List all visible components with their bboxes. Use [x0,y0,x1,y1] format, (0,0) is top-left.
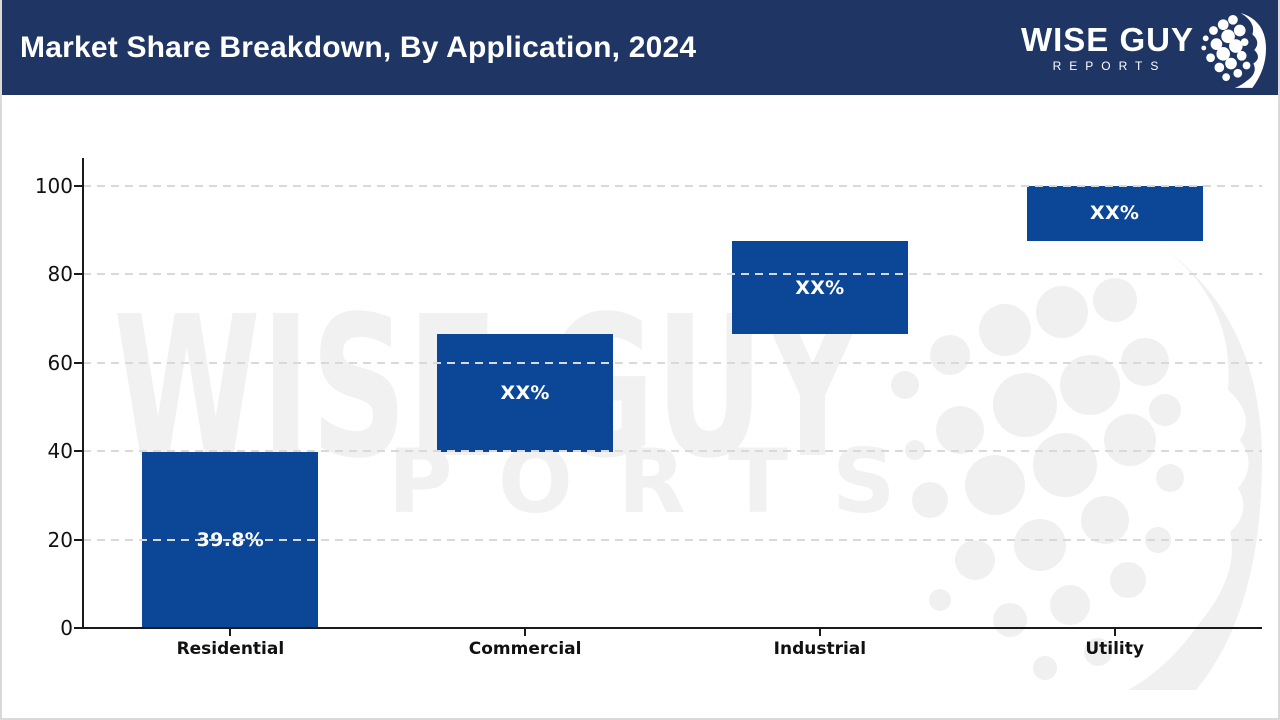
y-tick-40 [74,450,82,452]
y-axis-line [82,158,84,629]
x-axis-label-residential: Residential [176,639,285,659]
x-axis-label-industrial: Industrial [773,639,867,659]
gridline-100 [83,184,1262,187]
x-axis-label-commercial: Commercial [468,639,582,659]
y-tick-label-20: 20 [47,527,73,552]
y-tick-label-0: 0 [60,616,73,640]
gridline-40 [83,450,1262,452]
gridline-80 [83,273,1262,275]
y-tick-20 [74,538,82,541]
bar-utility: XX% [1026,185,1203,242]
bar-industrial: XX% [731,241,908,335]
brand-logo: WISE GUY REPORTS [1021,6,1266,90]
y-tick-label-60: 60 [47,350,73,375]
bar-value-label: XX% [795,276,845,299]
brand-subname: REPORTS [1052,59,1167,73]
x-tick-commercial [524,629,527,636]
bar-value-label: XX% [1090,202,1140,225]
chart-title: Market Share Breakdown, By Application, … [20,30,697,64]
header-bar: Market Share Breakdown, By Application, … [0,0,1280,95]
bar-value-label: XX% [500,382,550,405]
x-tick-residential [229,629,232,636]
y-tick-0 [74,627,82,629]
y-tick-label-100: 100 [34,173,73,198]
gridline-20 [83,538,1262,541]
x-axis-label-utility: Utility [1085,639,1144,659]
brand-name: WISE GUY [1020,21,1194,58]
y-tick-label-40: 40 [47,439,73,463]
y-tick-80 [74,273,82,275]
x-tick-industrial [818,629,821,636]
brand-head-icon [1201,13,1266,88]
x-axis-line [82,627,1262,629]
bar-commercial: XX% [437,334,614,452]
x-tick-utility [1113,629,1116,636]
gridline-60 [83,361,1262,364]
y-tick-100 [74,184,82,187]
y-tick-label-80: 80 [47,262,73,286]
y-tick-60 [74,361,82,364]
